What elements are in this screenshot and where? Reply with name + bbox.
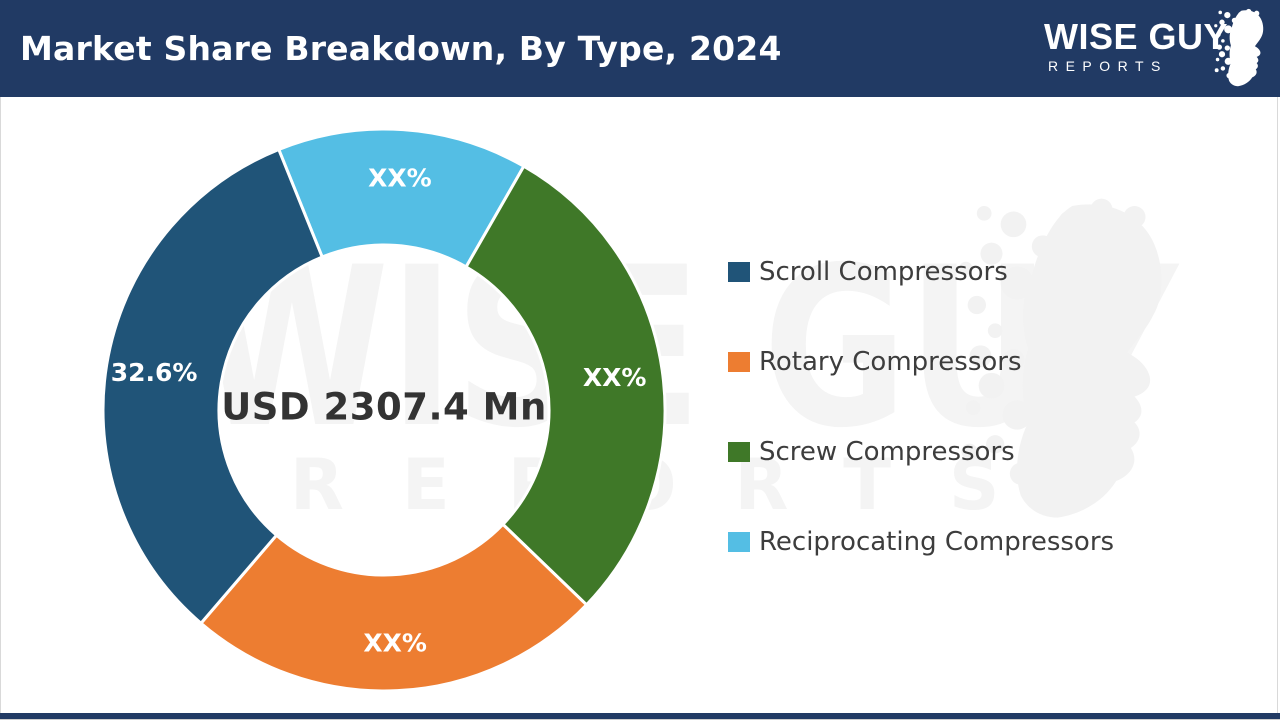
bottom-bar	[0, 713, 1280, 719]
logo-text: WISE GUY REPORTS	[1043, 8, 1228, 75]
wise-guy-logo: WISE GUY REPORTS	[1044, 8, 1266, 88]
legend-label: Reciprocating Compressors	[759, 527, 1115, 557]
head-profile-icon	[1214, 8, 1264, 87]
legend-item-scroll-compressors: Scroll Compressors	[728, 257, 1114, 287]
legend-item-reciprocating-compressors: Reciprocating Compressors	[728, 527, 1115, 557]
legend-label: Screw Compressors	[759, 437, 1015, 467]
legend-item-rotary-compressors: Rotary Compressors	[728, 347, 1114, 377]
legend-item-screw-compressors: Screw Compressors	[728, 437, 1114, 467]
header: Market Share Breakdown, By Type, 2024 WI…	[0, 0, 1280, 97]
segment-value-label-scroll-compressors: 32.6%	[111, 358, 198, 387]
segment-value-label-reciprocating-compressors: XX%	[368, 163, 432, 192]
logo-wordmark: WISE GUY	[1043, 16, 1228, 57]
segment-rotary-compressors	[199, 522, 589, 693]
logo-subtitle: REPORTS	[1047, 58, 1168, 74]
segment-scroll-compressors	[101, 147, 324, 625]
chart-center-value: USD 2307.4 Mn	[221, 385, 547, 429]
legend-swatch	[728, 442, 750, 462]
legend-swatch	[728, 352, 750, 372]
segment-value-label-rotary-compressors: XX%	[363, 628, 427, 657]
donut-chart: XX% XX% XX% 32.6%	[101, 127, 667, 693]
legend-label: Rotary Compressors	[759, 347, 1022, 377]
segment-reciprocating-compressors	[277, 127, 526, 269]
chart-legend: Scroll Compressors Rotary Compressors Scre…	[728, 257, 1115, 618]
legend-swatch	[728, 532, 750, 552]
legend-swatch	[728, 262, 750, 282]
segment-value-label-screw-compressors: XX%	[583, 363, 647, 392]
segment-screw-compressors	[464, 164, 667, 607]
page-title: Market Share Breakdown, By Type, 2024	[20, 29, 782, 68]
legend-label: Scroll Compressors	[759, 257, 1008, 287]
